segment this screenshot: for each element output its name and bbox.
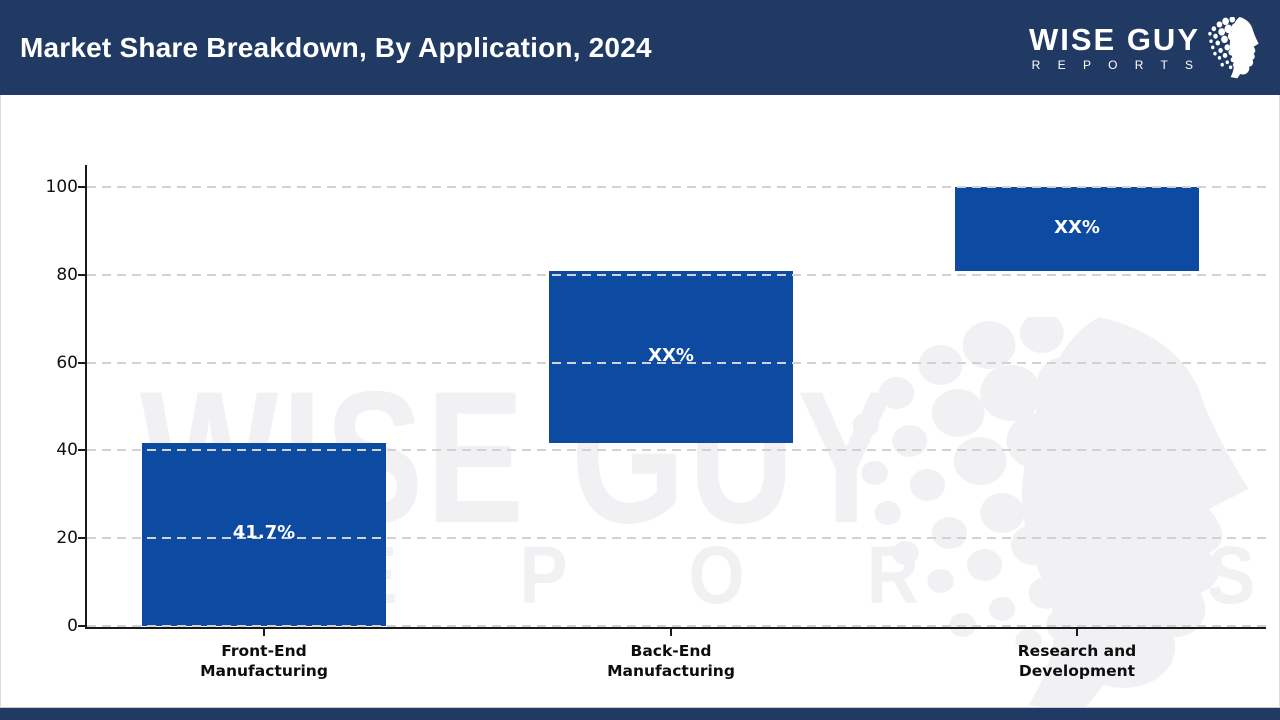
brand-logo: WISE GUY R E P O R T S xyxy=(1029,16,1280,79)
y-gridline xyxy=(87,273,1266,276)
footer-bar xyxy=(0,707,1280,720)
bar-value-label: XX% xyxy=(648,345,694,367)
y-tick xyxy=(78,186,85,188)
y-tick-label: 40 xyxy=(56,440,78,461)
y-tick xyxy=(78,449,85,452)
y-gridline xyxy=(87,361,1266,364)
y-gridline xyxy=(87,537,1266,540)
y-tick-label: 100 xyxy=(45,177,78,197)
header-bar: Market Share Breakdown, By Application, … xyxy=(0,0,1280,95)
bar-segment xyxy=(955,187,1199,272)
brand-face-icon xyxy=(1208,16,1259,78)
brand-logo-text: WISE GUY R E P O R T S xyxy=(1029,24,1200,71)
x-axis-spine xyxy=(85,627,1266,629)
y-tick xyxy=(78,361,85,364)
y-gridline xyxy=(87,449,1266,452)
x-category-label: Research and Development xyxy=(917,641,1237,681)
page-title: Market Share Breakdown, By Application, … xyxy=(20,31,652,63)
y-tick-label: 80 xyxy=(56,264,78,285)
x-category-line: Manufacturing xyxy=(200,662,328,680)
y-tick-label: 20 xyxy=(56,528,78,549)
y-gridline xyxy=(87,186,1266,188)
x-category-line: Development xyxy=(1018,662,1136,680)
y-tick-label: 60 xyxy=(56,352,78,373)
x-category-line: Back-End xyxy=(630,642,712,660)
x-category-label: Back-End Manufacturing xyxy=(511,641,831,681)
y-tick xyxy=(78,537,85,540)
x-category-label: Front-End Manufacturing xyxy=(104,641,424,681)
y-tick-label: 0 xyxy=(67,616,78,636)
y-tick xyxy=(78,273,85,276)
y-tick xyxy=(78,625,85,627)
bar-segment xyxy=(549,271,793,443)
x-category-line: Front-End xyxy=(221,642,307,660)
bar-segment xyxy=(142,442,386,626)
brand-subtitle: R E P O R T S xyxy=(1031,58,1200,72)
x-tick xyxy=(1076,629,1078,636)
x-category-line: Manufacturing xyxy=(607,662,735,680)
bar-value-label: 41.7% xyxy=(232,522,296,544)
y-gridline xyxy=(87,625,1266,627)
y-axis-spine xyxy=(85,165,87,629)
brand-name: WISE GUY xyxy=(1028,22,1200,57)
x-tick xyxy=(670,629,672,636)
x-category-line: Research and xyxy=(1017,642,1137,660)
x-tick xyxy=(263,629,265,636)
bar-value-label: XX% xyxy=(1054,217,1100,239)
